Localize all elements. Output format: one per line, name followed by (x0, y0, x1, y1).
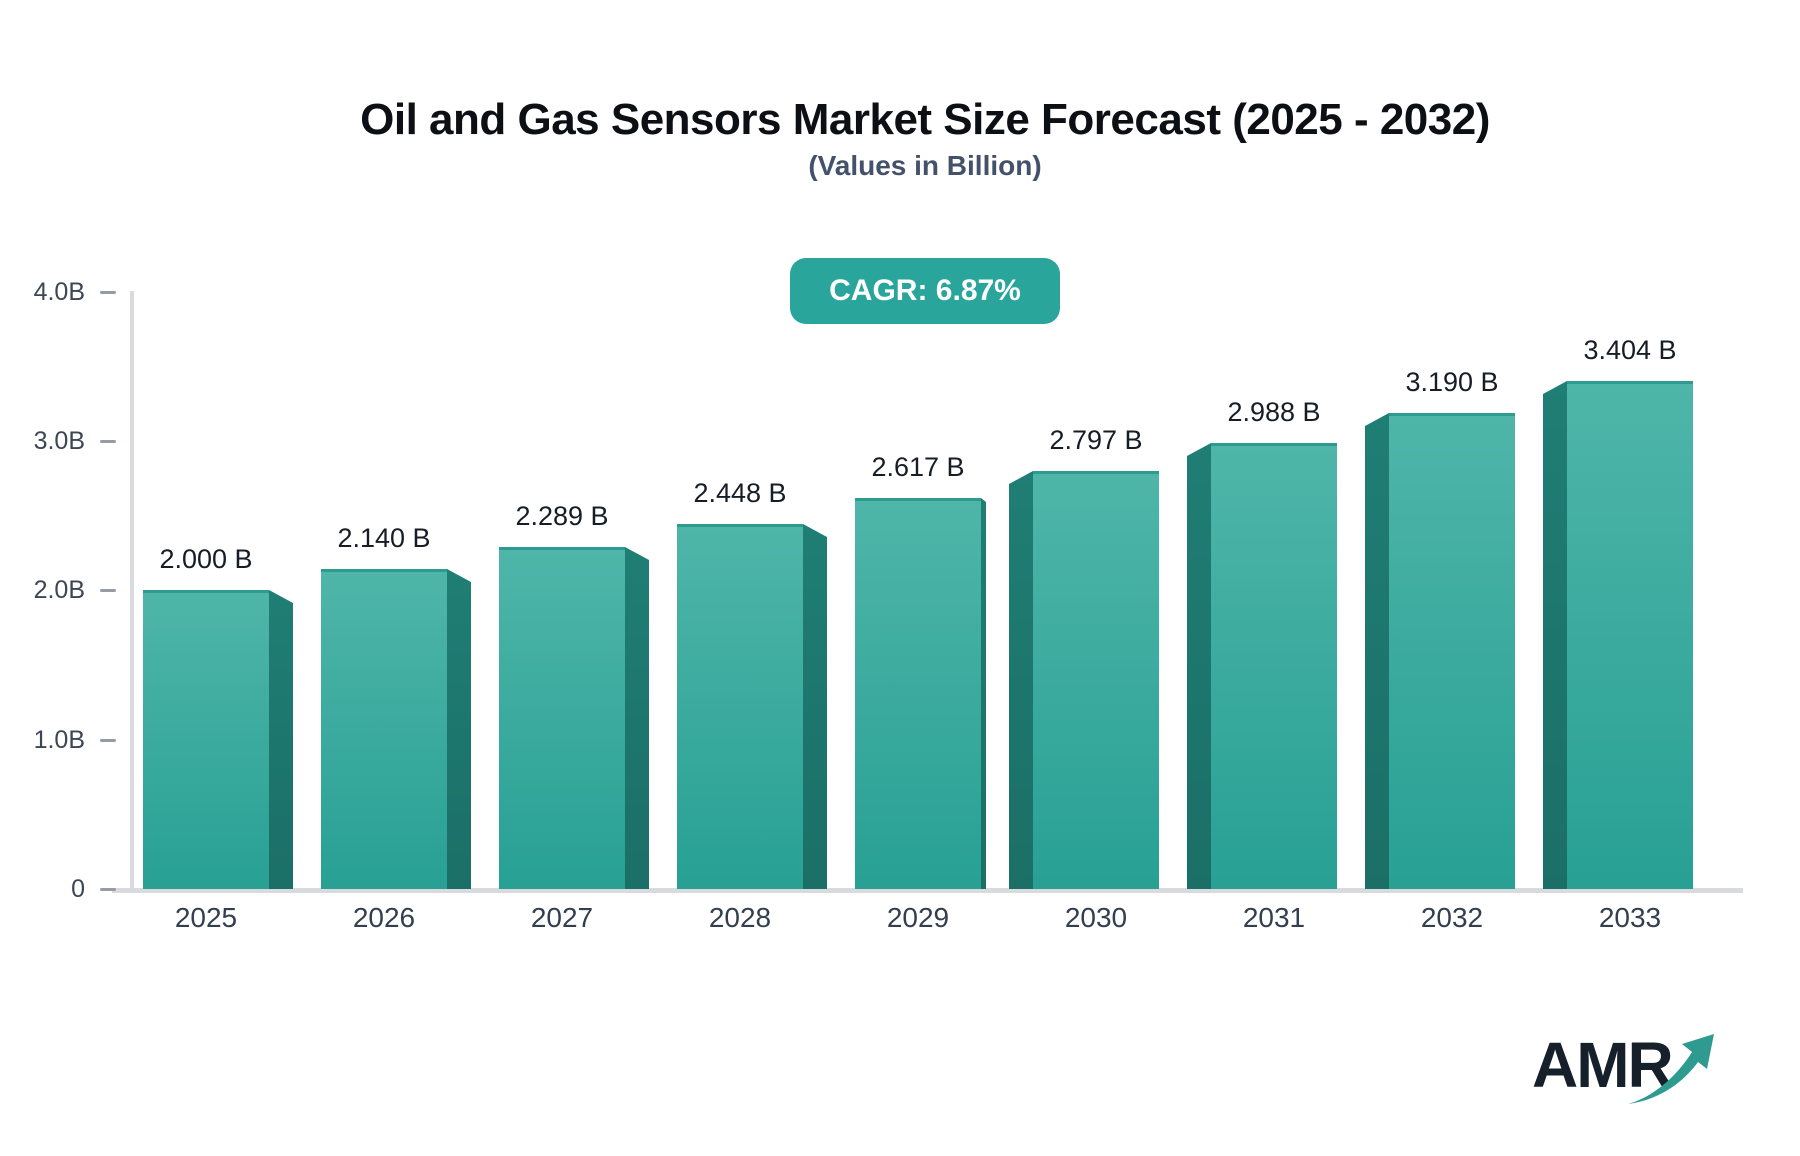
bar-value-label: 2.000 B (159, 544, 253, 574)
bar-side-face (625, 547, 649, 889)
x-category-label: 2026 (352, 902, 416, 933)
bar-value-label: 2.448 B (693, 478, 787, 508)
amr-logo-text: AMR (1532, 1029, 1674, 1101)
cagr-badge-label: CAGR: 6.87% (829, 274, 1021, 307)
bar-value-label: 2.289 B (515, 501, 609, 531)
bar-face (1389, 413, 1515, 889)
x-category-label: 2025 (174, 902, 238, 933)
bar-value-label: 2.988 B (1227, 397, 1321, 427)
bar-side-face (1187, 443, 1211, 889)
y-tick-label: 0 (71, 875, 85, 903)
y-tick-dash (100, 888, 116, 891)
bar-face (1567, 381, 1693, 889)
x-category-label: 2029 (886, 902, 950, 933)
x-axis-line (112, 888, 1743, 893)
x-category-label: 2030 (1064, 902, 1128, 933)
amr-logo: AMR (1532, 1022, 1742, 1122)
y-tick-label: 2.0B (33, 576, 85, 604)
cagr-badge: CAGR: 6.87% (790, 258, 1060, 324)
bar-face (1033, 471, 1159, 889)
bar-value-label: 2.140 B (337, 523, 431, 553)
bar-value-label: 2.797 B (1049, 425, 1143, 455)
bar-face (677, 524, 803, 889)
bar-value-label: 3.404 B (1583, 335, 1677, 365)
x-category-label: 2031 (1242, 902, 1306, 933)
bar-side-face (447, 569, 471, 889)
growth-arrow-icon (1628, 1034, 1714, 1104)
y-tick-dash (100, 589, 116, 592)
bar-face (143, 590, 269, 889)
bar-side-face (981, 498, 986, 889)
x-category-label: 2033 (1598, 902, 1662, 933)
bar-side-face (1009, 471, 1033, 889)
bar-face (1211, 443, 1337, 889)
y-tick-dash (100, 440, 116, 443)
bar-side-face (1543, 381, 1567, 889)
bar-face (499, 547, 625, 889)
bar-value-label: 2.617 B (871, 452, 965, 482)
y-tick-dash (100, 291, 116, 294)
bar-face (855, 498, 981, 889)
bar-face (321, 569, 447, 889)
y-axis-line (130, 291, 134, 889)
bar-side-face (1365, 413, 1389, 889)
x-category-label: 2027 (530, 902, 594, 933)
bar-side-face (803, 524, 827, 889)
y-tick-label: 1.0B (33, 726, 85, 754)
x-category-label: 2028 (708, 902, 772, 933)
y-tick-dash (100, 739, 116, 742)
y-tick-label: 3.0B (33, 427, 85, 455)
x-category-label: 2032 (1420, 902, 1484, 933)
bar-value-label: 3.190 B (1405, 367, 1499, 397)
chart-title: Oil and Gas Sensors Market Size Forecast… (360, 95, 1490, 144)
y-tick-label: 4.0B (33, 278, 85, 306)
bar-side-face (269, 590, 293, 889)
chart-subtitle: (Values in Billion) (808, 150, 1042, 181)
